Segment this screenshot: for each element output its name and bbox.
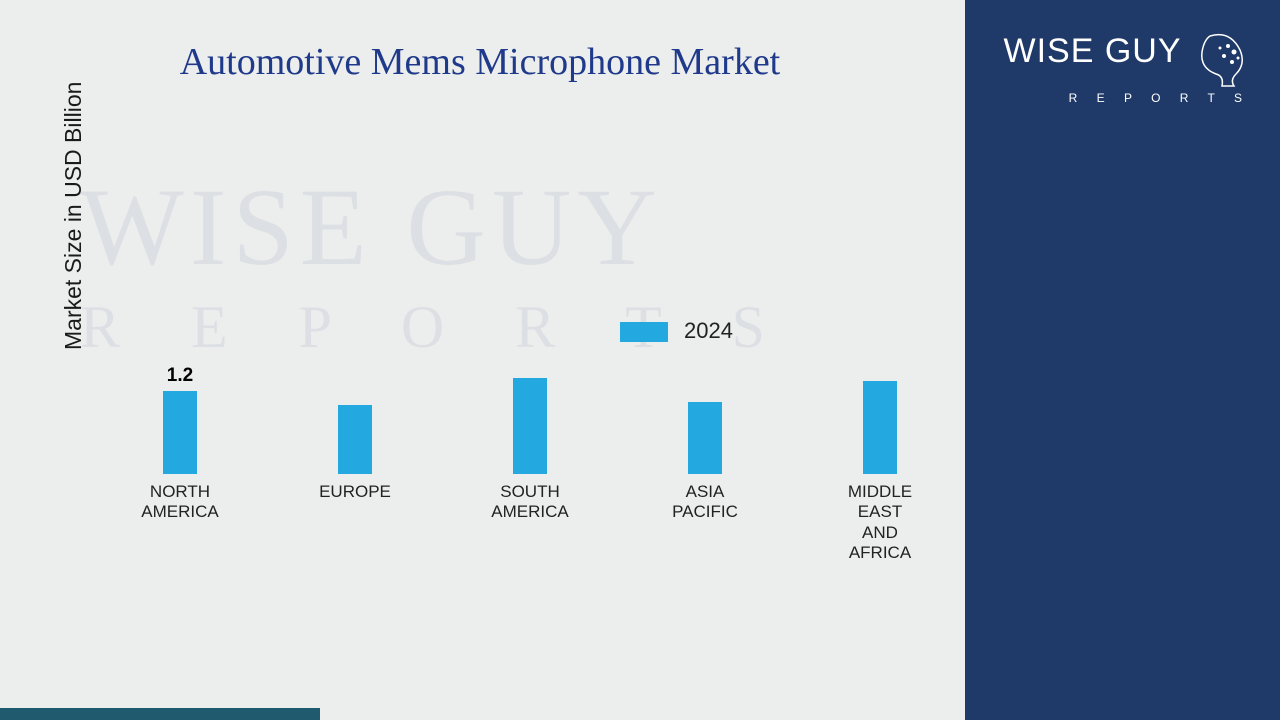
bottom-accent-bar bbox=[0, 708, 320, 720]
bar-category-label: EUROPE bbox=[295, 482, 415, 502]
brand-panel bbox=[965, 0, 1280, 720]
stage: WISE GUY R E P O R T S Automotive Mems M… bbox=[0, 0, 1280, 720]
bar-category-label: NORTHAMERICA bbox=[120, 482, 240, 523]
bar-group bbox=[295, 405, 415, 474]
bar-group bbox=[470, 378, 590, 474]
bar-category-label: SOUTHAMERICA bbox=[470, 482, 590, 523]
logo: WISE GUY R E P O R T S bbox=[1004, 28, 1250, 104]
bar bbox=[688, 402, 722, 474]
y-axis-label: Market Size in USD Billion bbox=[60, 82, 87, 350]
bar-value-label: 1.2 bbox=[120, 365, 240, 387]
bar-group bbox=[820, 381, 940, 474]
bar bbox=[863, 381, 897, 474]
logo-sub-text: R E P O R T S bbox=[1004, 92, 1250, 104]
bar-chart: 1.2NORTHAMERICAEUROPESOUTHAMERICAASIAPAC… bbox=[120, 130, 970, 510]
logo-main-text: WISE GUY bbox=[1004, 32, 1182, 70]
bar bbox=[163, 391, 197, 474]
bar bbox=[513, 378, 547, 474]
bar-group: 1.2 bbox=[120, 391, 240, 474]
bar-category-label: ASIAPACIFIC bbox=[645, 482, 765, 523]
bar-group bbox=[645, 402, 765, 474]
logo-head-icon bbox=[1190, 28, 1250, 88]
bar-category-label: MIDDLEEASTANDAFRICA bbox=[820, 482, 940, 564]
chart-title: Automotive Mems Microphone Market bbox=[0, 40, 960, 84]
bar bbox=[338, 405, 372, 474]
